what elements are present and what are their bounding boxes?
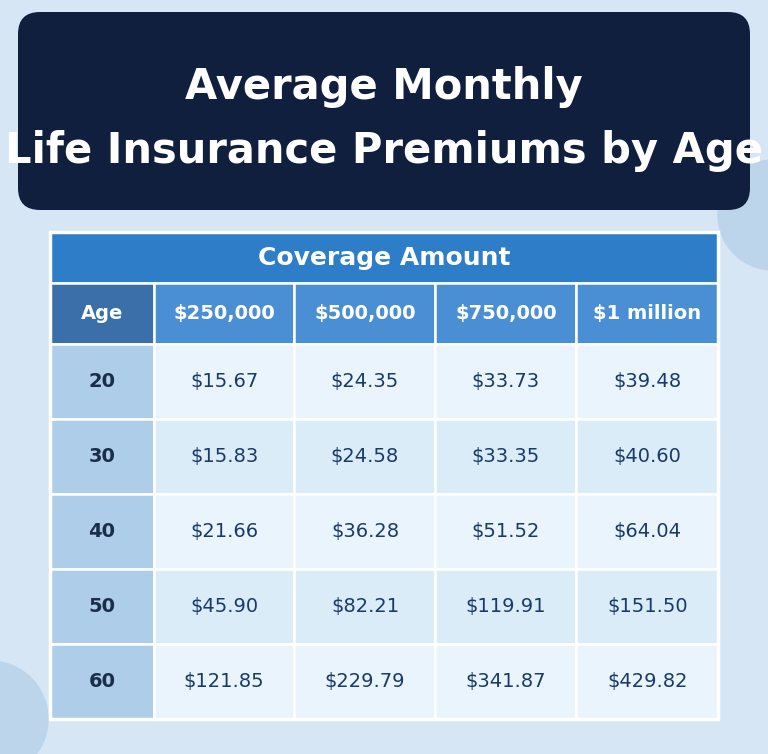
FancyBboxPatch shape [50,284,154,344]
FancyBboxPatch shape [294,644,435,719]
Text: $33.35: $33.35 [472,447,540,466]
Text: Life Insurance Premiums by Age: Life Insurance Premiums by Age [5,130,763,172]
FancyBboxPatch shape [154,419,294,494]
Text: $33.73: $33.73 [472,372,540,391]
FancyBboxPatch shape [294,344,435,419]
Text: $36.28: $36.28 [331,522,399,541]
Text: $429.82: $429.82 [607,672,687,691]
Text: $119.91: $119.91 [465,597,546,616]
FancyBboxPatch shape [576,419,718,494]
Text: $39.48: $39.48 [613,372,681,391]
FancyBboxPatch shape [576,344,718,419]
FancyBboxPatch shape [294,419,435,494]
FancyBboxPatch shape [576,569,718,644]
Text: Coverage Amount: Coverage Amount [258,246,510,270]
Circle shape [718,160,768,270]
Text: $24.58: $24.58 [331,447,399,466]
FancyBboxPatch shape [50,494,154,569]
Circle shape [0,661,48,754]
Text: $750,000: $750,000 [455,304,557,323]
Text: $15.83: $15.83 [190,447,258,466]
FancyBboxPatch shape [50,569,154,644]
Text: $15.67: $15.67 [190,372,258,391]
FancyBboxPatch shape [294,284,435,344]
FancyBboxPatch shape [50,644,154,719]
Text: $82.21: $82.21 [331,597,399,616]
Text: $40.60: $40.60 [614,447,681,466]
FancyBboxPatch shape [435,569,576,644]
Text: $51.52: $51.52 [472,522,540,541]
Text: Average Monthly: Average Monthly [185,66,583,109]
Text: $1 million: $1 million [593,304,701,323]
FancyBboxPatch shape [435,644,576,719]
FancyBboxPatch shape [435,494,576,569]
Text: $341.87: $341.87 [465,672,546,691]
Text: $24.35: $24.35 [331,372,399,391]
FancyBboxPatch shape [576,284,718,344]
FancyBboxPatch shape [154,284,294,344]
Text: $121.85: $121.85 [184,672,264,691]
FancyBboxPatch shape [435,284,576,344]
Text: 30: 30 [88,447,115,466]
FancyBboxPatch shape [50,419,154,494]
FancyBboxPatch shape [18,12,750,210]
Text: $500,000: $500,000 [314,304,415,323]
Text: 50: 50 [88,597,115,616]
FancyBboxPatch shape [154,569,294,644]
FancyBboxPatch shape [154,344,294,419]
FancyBboxPatch shape [294,494,435,569]
Text: Age: Age [81,304,123,323]
FancyBboxPatch shape [50,344,154,419]
Text: $151.50: $151.50 [607,597,687,616]
Text: $229.79: $229.79 [325,672,406,691]
FancyBboxPatch shape [576,494,718,569]
Text: 60: 60 [88,672,115,691]
Text: 20: 20 [88,372,115,391]
FancyBboxPatch shape [435,344,576,419]
Text: $45.90: $45.90 [190,597,258,616]
FancyBboxPatch shape [576,644,718,719]
FancyBboxPatch shape [154,494,294,569]
Text: 40: 40 [88,522,115,541]
Text: $250,000: $250,000 [173,304,275,323]
FancyBboxPatch shape [50,232,718,284]
FancyBboxPatch shape [435,419,576,494]
FancyBboxPatch shape [154,644,294,719]
Text: $21.66: $21.66 [190,522,258,541]
FancyBboxPatch shape [294,569,435,644]
Text: $64.04: $64.04 [613,522,681,541]
